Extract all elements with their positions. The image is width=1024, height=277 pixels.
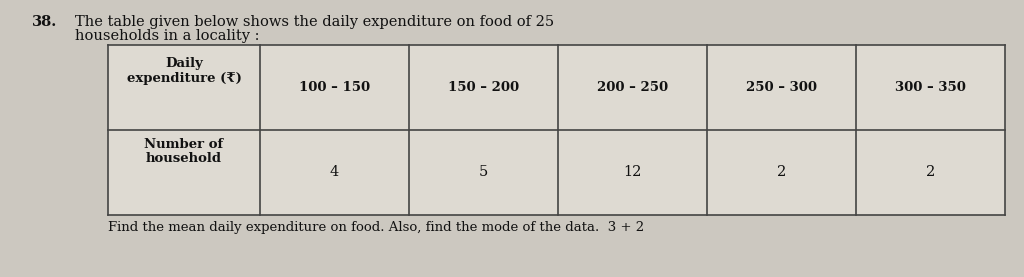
Text: 38.: 38. [32,15,57,29]
Text: 5: 5 [479,165,488,179]
Text: Find the mean daily expenditure on food. Also, find the mode of the data.  3 + 2: Find the mean daily expenditure on food.… [108,221,644,234]
Text: 200 – 250: 200 – 250 [597,81,668,94]
Text: 100 – 150: 100 – 150 [299,81,370,94]
Bar [108,45,1005,215]
Text: 150 – 200: 150 – 200 [447,81,519,94]
Text: Daily: Daily [165,57,203,70]
Text: household: household [146,152,222,165]
Text: 12: 12 [624,165,642,179]
Text: expenditure (₹): expenditure (₹) [127,72,242,85]
Text: 300 – 350: 300 – 350 [895,81,966,94]
Text: 4: 4 [330,165,339,179]
Text: 250 – 300: 250 – 300 [746,81,817,94]
Text: 2: 2 [926,165,935,179]
Text: Number of: Number of [144,138,223,151]
Text: The table given below shows the daily expenditure on food of 25: The table given below shows the daily ex… [75,15,554,29]
Text: 2: 2 [777,165,786,179]
Text: households in a locality :: households in a locality : [75,29,259,43]
